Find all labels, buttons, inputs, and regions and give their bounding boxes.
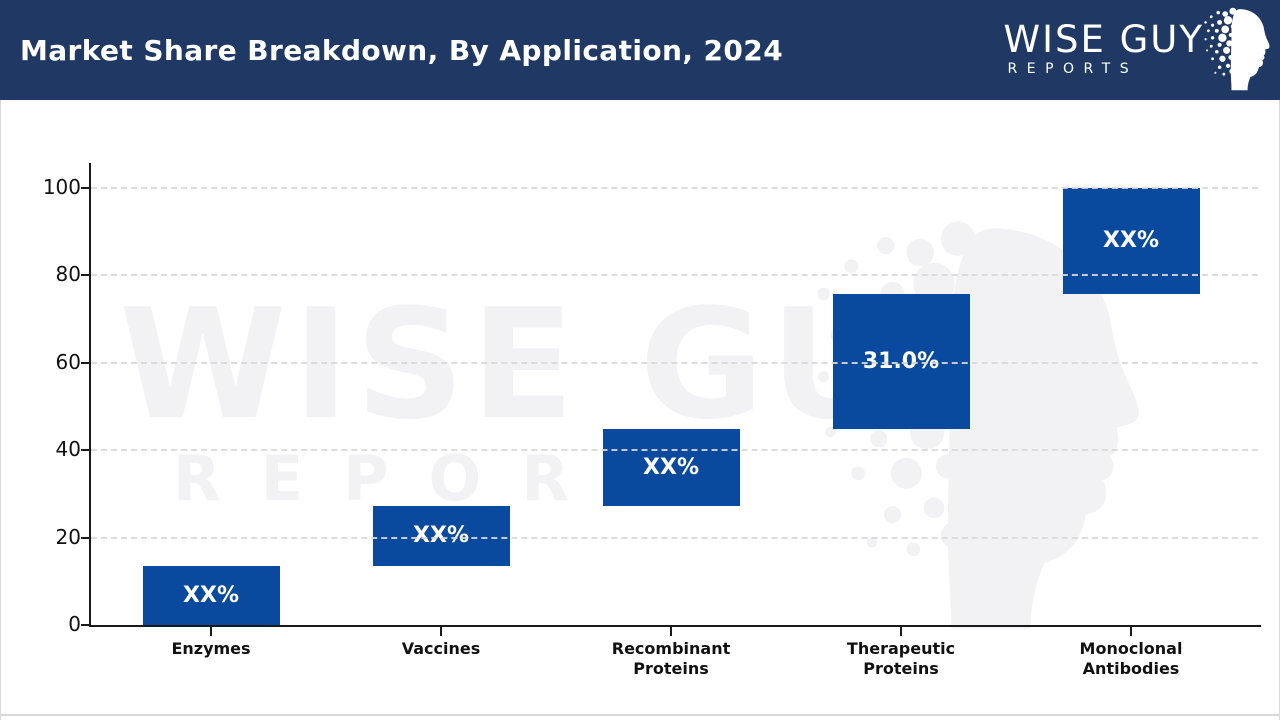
y-tick-label: 0 — [68, 612, 81, 636]
footer-divider — [0, 714, 1280, 716]
bar-label: XX% — [183, 582, 239, 608]
logo-subtitle: REPORTS — [1007, 60, 1139, 77]
x-category-label: Enzymes — [171, 639, 251, 658]
x-tick-mark — [210, 627, 212, 636]
x-category-label: Vaccines — [401, 639, 481, 658]
gridline — [91, 187, 1258, 189]
bar-therapeutic-proteins: 31.0% — [832, 293, 970, 430]
gridline — [91, 536, 1258, 539]
x-category-label: Recombinant Proteins — [611, 639, 731, 678]
bar-vaccines: XX% — [372, 505, 510, 566]
chart-title: Market Share Breakdown, By Application, … — [20, 33, 784, 67]
bar-monoclonal-antibodies: XX% — [1062, 188, 1200, 294]
logo-text: WISE GUY REPORTS — [1003, 18, 1204, 77]
x-category-label: Monoclonal Antibodies — [1079, 639, 1183, 678]
gridline — [91, 449, 1258, 452]
bar-enzymes: XX% — [142, 566, 280, 625]
gridline — [91, 361, 1258, 364]
logo-head-icon — [1204, 7, 1270, 91]
y-tick-mark — [81, 187, 89, 189]
x-tick-mark — [440, 627, 442, 636]
x-tick-mark — [1130, 627, 1132, 636]
gridline — [91, 274, 1258, 277]
y-tick-label: 20 — [55, 524, 81, 549]
y-tick-mark — [81, 536, 89, 539]
y-tick-label: 60 — [55, 349, 81, 374]
x-tick-mark — [670, 627, 672, 636]
y-axis-line — [89, 163, 91, 627]
bar-recombinant-proteins: XX% — [602, 429, 740, 506]
bar-label: XX% — [413, 523, 469, 549]
y-tick-mark — [81, 624, 89, 626]
bar-label: 31.0% — [862, 348, 940, 374]
y-tick-label: 100 — [42, 175, 81, 199]
x-axis-line — [89, 625, 1261, 627]
header-bar: Market Share Breakdown, By Application, … — [0, 0, 1280, 100]
x-tick-mark — [900, 627, 902, 636]
bar-label: XX% — [1103, 228, 1159, 254]
bar-label: XX% — [643, 454, 699, 480]
plot-area: XX% XX% XX% 31.0% XX% — [91, 165, 1258, 625]
y-tick-label: 80 — [55, 262, 81, 287]
y-tick-label: 40 — [55, 437, 81, 462]
y-tick-mark — [81, 361, 89, 364]
y-tick-mark — [81, 274, 89, 277]
x-category-label: Therapeutic Proteins — [846, 639, 956, 678]
wise-guy-logo: WISE GUY REPORTS — [1004, 6, 1270, 92]
logo-wordmark: WISE GUY — [1003, 18, 1204, 62]
y-tick-mark — [81, 449, 89, 452]
chart-area: WISE GUY REPORTS XX% XX% XX% 31.0% XX% 0 20 40… — [0, 100, 1280, 720]
